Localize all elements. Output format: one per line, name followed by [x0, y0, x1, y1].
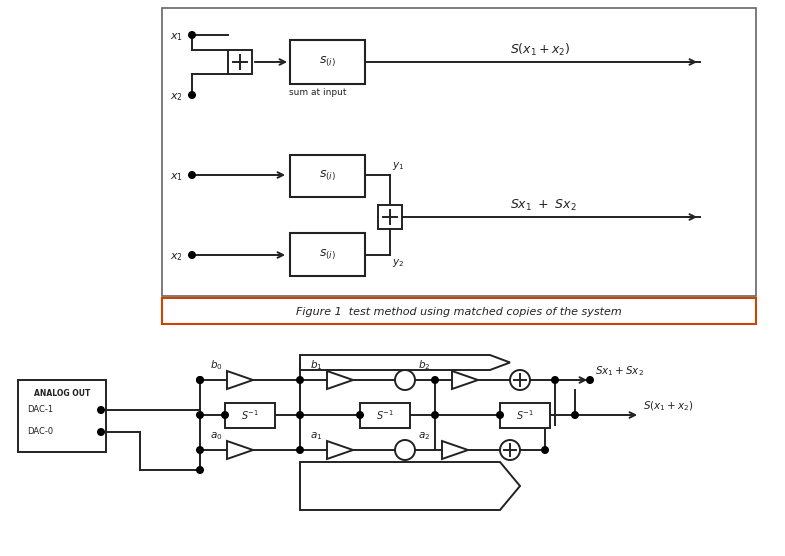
Text: Figure 1  test method using matched copies of the system: Figure 1 test method using matched copie…: [296, 307, 622, 317]
Text: $a_2$: $a_2$: [418, 430, 430, 442]
Bar: [500, 403, 550, 428]
Circle shape: [196, 411, 204, 419]
Circle shape: [296, 411, 304, 419]
Polygon shape: [327, 371, 353, 389]
Text: $b_1$: $b_1$: [310, 358, 323, 372]
Circle shape: [296, 376, 304, 384]
Circle shape: [97, 406, 105, 414]
Circle shape: [188, 91, 196, 99]
Text: $S^{-1}$: $S^{-1}$: [376, 408, 394, 422]
Text: $s_{(i)}$: $s_{(i)}$: [319, 247, 336, 262]
Bar: [228, 50, 252, 74]
Circle shape: [196, 446, 204, 454]
Bar: [290, 233, 365, 276]
Circle shape: [196, 466, 204, 474]
Polygon shape: [442, 441, 468, 459]
Polygon shape: [300, 355, 510, 370]
Circle shape: [188, 31, 196, 39]
Circle shape: [395, 370, 415, 390]
Text: $b_0$: $b_0$: [210, 358, 223, 372]
Circle shape: [188, 251, 196, 259]
Polygon shape: [227, 441, 253, 459]
Circle shape: [496, 411, 504, 419]
Circle shape: [356, 411, 364, 419]
Circle shape: [541, 446, 549, 454]
Text: $x_2$: $x_2$: [170, 251, 183, 263]
Text: $Sx_1\ +\ Sx_2$: $Sx_1\ +\ Sx_2$: [510, 198, 577, 213]
Text: $y_2$: $y_2$: [392, 257, 404, 269]
Text: $x_2$: $x_2$: [170, 91, 183, 103]
Text: $Sx_1 + Sx_2$: $Sx_1 + Sx_2$: [595, 364, 644, 378]
Bar: [225, 403, 275, 428]
Circle shape: [510, 370, 530, 390]
Circle shape: [571, 411, 579, 419]
Bar: [18, 380, 106, 452]
Text: $x_1$: $x_1$: [170, 31, 183, 43]
Text: DAC-0: DAC-0: [27, 428, 53, 436]
Text: $s_{(i)}$: $s_{(i)}$: [319, 55, 336, 69]
Circle shape: [395, 440, 415, 460]
Polygon shape: [452, 371, 478, 389]
Polygon shape: [227, 371, 253, 389]
Bar: [360, 403, 410, 428]
Text: DAC-1: DAC-1: [27, 405, 53, 415]
Bar: [378, 205, 402, 229]
Text: $x_1$: $x_1$: [170, 171, 183, 183]
Polygon shape: [300, 462, 520, 510]
Circle shape: [551, 376, 559, 384]
Circle shape: [500, 440, 520, 460]
Bar: [162, 298, 756, 324]
Text: $y_1$: $y_1$: [392, 160, 404, 172]
Circle shape: [97, 428, 105, 436]
Bar: [162, 8, 756, 296]
Text: sum at input: sum at input: [289, 88, 346, 97]
Text: $b_2$: $b_2$: [418, 358, 430, 372]
Circle shape: [196, 376, 204, 384]
Text: $S(x_1 + x_2)$: $S(x_1 + x_2)$: [510, 42, 571, 58]
Text: $S^{-1}$: $S^{-1}$: [241, 408, 259, 422]
Text: ANALOG OUT: ANALOG OUT: [34, 389, 90, 398]
Circle shape: [431, 376, 439, 384]
Circle shape: [188, 171, 196, 179]
Circle shape: [196, 376, 204, 384]
Text: $S(x_1 + x_2)$: $S(x_1 + x_2)$: [643, 399, 694, 413]
Bar: [290, 40, 365, 84]
Circle shape: [586, 376, 594, 384]
Circle shape: [431, 411, 439, 419]
Bar: [290, 155, 365, 197]
Circle shape: [296, 446, 304, 454]
Text: $S^{-1}$: $S^{-1}$: [516, 408, 534, 422]
Text: $a_1$: $a_1$: [310, 430, 323, 442]
Circle shape: [221, 411, 229, 419]
Text: $a_0$: $a_0$: [210, 430, 222, 442]
Polygon shape: [327, 441, 353, 459]
Text: $s_{(i)}$: $s_{(i)}$: [319, 169, 336, 183]
